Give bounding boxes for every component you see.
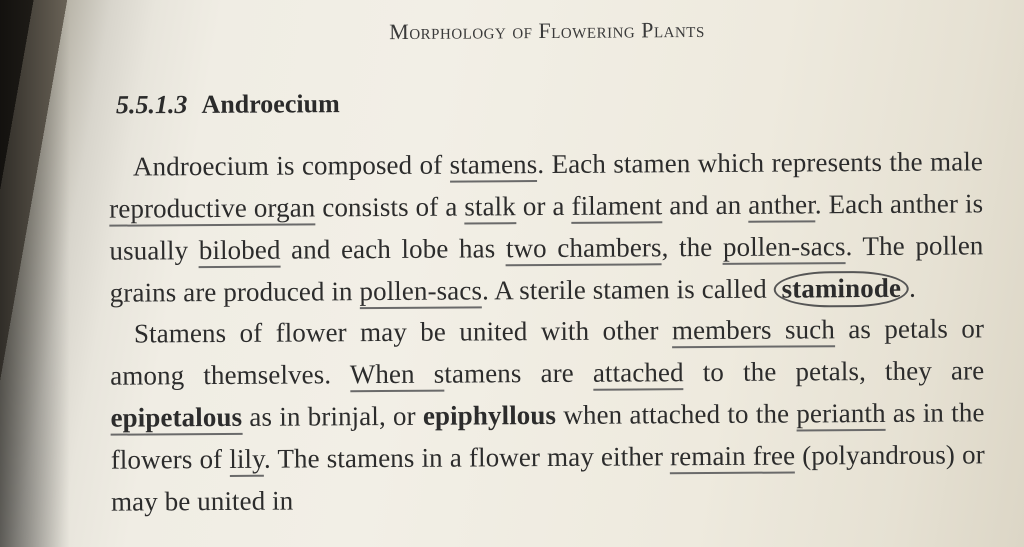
text: Stamens of flower may be united with oth… <box>134 316 672 349</box>
paragraph-2: Stamens of flower may be united with oth… <box>110 309 985 524</box>
text: or a <box>516 191 572 221</box>
text: to the petals, they are <box>684 356 985 388</box>
paragraph-1: Androecium is composed of stamens. Each … <box>109 141 984 314</box>
body-text: Androecium is composed of stamens. Each … <box>109 141 985 523</box>
section-heading: 5.5.1.3 Androecium <box>116 86 984 121</box>
underline-lily: lily <box>229 444 264 477</box>
text: . Each stamen which represents the male <box>537 146 983 179</box>
underline-anther: anther <box>748 189 815 222</box>
text: Androecium is composed of <box>133 150 450 182</box>
text: and an <box>662 190 748 221</box>
circled-staminode: staminode <box>773 270 909 307</box>
underline-reproductive-organ: reproductive organ <box>109 192 315 226</box>
text: . The stamens in a flower may either <box>264 441 670 473</box>
underline-pollen-sacs-1: pollen-sacs <box>723 231 846 265</box>
gutter-shadow <box>0 0 70 547</box>
book-page: Morphology of Flowering Plants 5.5.1.3 A… <box>0 0 1024 547</box>
text: , the <box>661 232 723 262</box>
bold-epipetalous: epipetalous <box>110 402 242 436</box>
underline-two-chambers: two chambers <box>506 232 662 266</box>
text: and each lobe has <box>280 233 506 264</box>
text: . <box>909 272 916 302</box>
underline-filament: filament <box>571 190 662 224</box>
text: . A sterile stamen is called <box>482 273 774 305</box>
underline-attached: attached <box>593 357 684 391</box>
section-title: Androecium <box>201 89 339 119</box>
overline-when-s: When s <box>350 359 445 393</box>
text: consists of a <box>315 191 464 222</box>
underline-bilobed: bilobed <box>199 234 281 267</box>
section-number: 5.5.1.3 <box>116 90 188 119</box>
underline-stalk: stalk <box>464 191 516 224</box>
underline-remain-free: remain free <box>670 440 795 474</box>
text: when attached to the <box>556 399 796 430</box>
running-head: Morphology of Flowering Plants <box>110 15 984 47</box>
bold-epiphyllous: epiphyllous <box>423 400 556 431</box>
text: as in brinjal, or <box>242 401 423 432</box>
underline-members-such: members such <box>672 315 835 349</box>
underline-perianth: perianth <box>796 398 885 432</box>
underline-pollen-sacs-2: pollen-sacs <box>359 275 482 309</box>
text: tamens are <box>444 358 593 389</box>
underline-stamens: stamens <box>450 149 538 183</box>
